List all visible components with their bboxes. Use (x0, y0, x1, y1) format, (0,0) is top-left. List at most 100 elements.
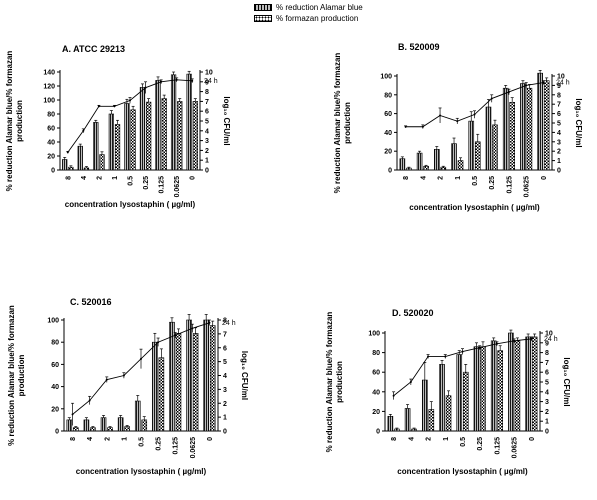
y-axis-label: % reduction Alamar blue/% formazan (325, 312, 334, 453)
y2-tick-label: 8 (205, 89, 209, 96)
x-axis-label: concentration lysostaphin ( µg/ml) (76, 467, 207, 476)
y2-tick-label: 9 (205, 79, 209, 86)
bar-formazan (411, 428, 417, 432)
bar-formazan (492, 124, 498, 171)
x-tick-label: 0.0625 (512, 437, 519, 459)
bar-alamar (100, 417, 107, 432)
legend-swatch-formazan (254, 15, 272, 22)
cfu-point (191, 327, 194, 330)
y-tick-label: 0 (376, 429, 380, 436)
bar-formazan (406, 167, 412, 171)
x-tick-label: 0.125 (506, 176, 513, 194)
y-tick-label: 80 (51, 340, 59, 347)
legend-label-alamar: % reduction Alamar blue (276, 3, 363, 12)
bar-formazan (68, 166, 74, 171)
y-tick-label: 100 (47, 318, 59, 325)
bar-formazan (130, 109, 136, 171)
x-tick-label: 0.125 (159, 176, 166, 194)
y2-tick-label: 0 (545, 429, 549, 436)
bar-alamar (186, 319, 192, 432)
y-axis-label: % reduction Alamar blue/% formazan (7, 305, 16, 446)
x-tick-label: 8 (403, 176, 410, 180)
bar-formazan (509, 102, 515, 171)
bar-formazan (114, 124, 121, 171)
y2-tick-label: 6 (205, 109, 209, 116)
y2-tick-label: 1 (557, 158, 561, 165)
y-tick-label: 60 (47, 126, 55, 133)
y-axis-label: production (15, 100, 24, 142)
y2-axis-label: log₁₀ CFU/ml (562, 357, 571, 406)
cfu-point (129, 99, 131, 102)
bar-formazan (146, 101, 152, 171)
x-tick-label: 8 (70, 437, 77, 441)
bar-alamar (416, 152, 423, 171)
y-axis-label: % reduction Alamar blue/% formazan (333, 53, 342, 194)
bar-formazan (209, 325, 216, 432)
bar-formazan (457, 160, 464, 171)
y-tick-label: 40 (47, 140, 55, 147)
bar-alamar (404, 408, 411, 432)
x-axis-label: concentration lysostaphin ( µg/ml) (65, 200, 196, 209)
legend-item-alamar: % reduction Alamar blue (254, 2, 363, 13)
x-tick-label: 0 (207, 437, 214, 441)
cfu-point (495, 342, 498, 345)
x-tick-label: 0.5 (139, 437, 146, 447)
bar-formazan (124, 426, 130, 432)
y-tick-label: 80 (372, 350, 380, 357)
bar-alamar (170, 74, 177, 171)
bar-alamar (152, 341, 158, 432)
cfu-point (97, 105, 100, 108)
bar-alamar (468, 120, 475, 171)
y2-tick-label: 8 (557, 92, 561, 99)
legend-label-formazan: % formazan production (276, 14, 359, 23)
bar-alamar (66, 419, 73, 432)
bar-formazan (158, 357, 165, 432)
x-tick-label: 8 (391, 437, 398, 441)
y2-tick-label: 3 (205, 138, 209, 145)
bar-alamar (117, 417, 124, 432)
y-axis-label: % reduction Alamar blue/% formazan (5, 51, 14, 192)
bar-formazan (175, 333, 182, 432)
y-tick-label: 0 (55, 429, 59, 436)
x-tick-label: 0.5 (472, 176, 479, 186)
chart-title: A. ATCC 29213 (62, 44, 125, 54)
y-tick-label: 40 (372, 389, 380, 396)
cfu-point (461, 350, 464, 353)
x-tick-label: 2 (96, 176, 103, 180)
bar-alamar (456, 354, 463, 432)
y-tick-label: 20 (384, 149, 392, 156)
cfu-point (144, 86, 147, 89)
bar-alamar (434, 149, 440, 171)
y2-tick-label: 4 (557, 130, 561, 137)
x-tick-label: 4 (408, 437, 415, 441)
cfu-point (88, 399, 91, 402)
x-tick-label: 0.25 (477, 437, 484, 451)
bar-formazan (423, 165, 429, 171)
line-label: 24 h (544, 336, 558, 343)
y2-tick-label: 6 (223, 345, 227, 352)
x-tick-label: 1 (112, 176, 119, 180)
x-tick-label: 0.25 (143, 176, 150, 190)
y2-tick-label: 1 (205, 158, 209, 165)
line-label: 24 h (222, 320, 236, 327)
bar-formazan (83, 167, 90, 171)
cfu-point (427, 355, 430, 358)
bar-formazan (192, 333, 199, 432)
bar-alamar (124, 103, 130, 171)
y2-tick-label: 2 (223, 401, 227, 408)
x-tick-label: 0.25 (156, 437, 163, 451)
cfu-point (82, 129, 85, 132)
y2-tick-label: 6 (557, 111, 561, 118)
y2-tick-label: 8 (223, 318, 227, 325)
y-tick-label: 20 (372, 409, 380, 416)
y2-tick-label: 0 (205, 168, 209, 175)
legend-swatch-alamar (254, 4, 272, 11)
y2-tick-label: 7 (545, 360, 549, 367)
bar-formazan (531, 336, 538, 432)
x-tick-label: 0.125 (494, 437, 501, 455)
cfu-point (409, 381, 412, 383)
y-tick-label: 60 (51, 362, 59, 369)
cfu-point (157, 341, 160, 344)
cfu-point (174, 334, 177, 337)
y2-tick-label: 7 (557, 102, 561, 109)
